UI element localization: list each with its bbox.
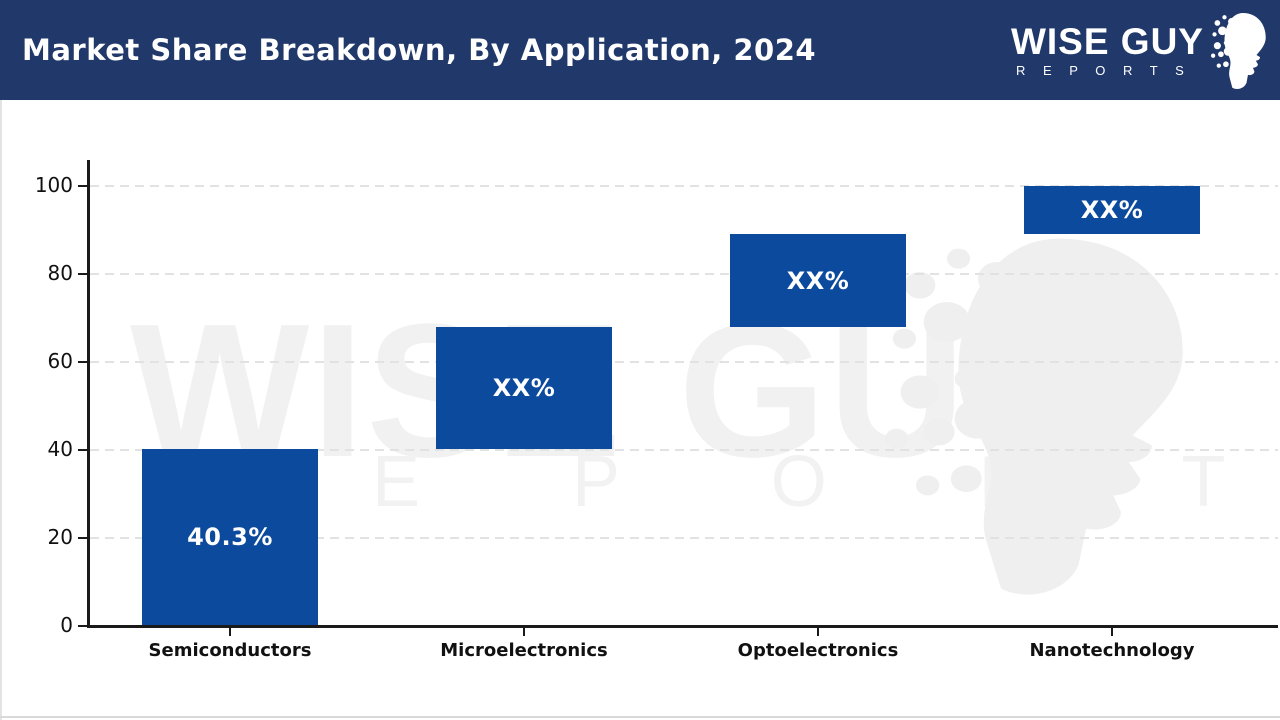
dotted-face-profile-icon [1210, 13, 1266, 89]
category-label-semiconductors: Semiconductors [148, 640, 312, 661]
gridline-40 [90, 449, 1278, 451]
y-tick-100 [78, 185, 87, 187]
x-axis-line [87, 625, 1278, 628]
y-tick-0 [78, 625, 87, 627]
logo-subtitle: R E P O R T S [1015, 62, 1191, 78]
x-tick-4 [1111, 627, 1113, 636]
bar-nanotechnology: XX% [1024, 186, 1200, 235]
gridline-20 [90, 537, 1278, 539]
bar-optoelectronics: XX% [730, 234, 906, 327]
category-label-microelectronics: Microelectronics [440, 640, 608, 661]
watermark-face-icon [885, 238, 1183, 595]
y-tick-label-60: 60 [47, 349, 73, 373]
y-tick-label-0: 0 [60, 613, 73, 637]
gridline-80 [90, 273, 1278, 275]
wise-guy-reports-logo: WISE GUY R E P O R T S [1011, 6, 1270, 94]
y-tick-label-80: 80 [47, 261, 73, 285]
category-label-nanotechnology: Nanotechnology [1029, 640, 1195, 661]
y-tick-80 [78, 273, 87, 275]
y-tick-20 [78, 537, 87, 539]
y-tick-40 [78, 449, 87, 451]
category-label-optoelectronics: Optoelectronics [737, 640, 899, 661]
bar-microelectronics: XX% [436, 326, 612, 449]
y-tick-label-100: 100 [34, 173, 73, 197]
bar-semiconductors: 40.3% [142, 448, 318, 626]
header-bar: Market Share Breakdown, By Application, … [0, 0, 1280, 100]
logo-wordmark: WISE GUY [1010, 20, 1204, 62]
bar-value-label: 40.3% [187, 523, 273, 552]
y-axis-line [87, 160, 90, 628]
y-tick-label-40: 40 [47, 437, 73, 461]
logo-text: WISE GUY R E P O R T S [1011, 23, 1204, 78]
x-tick-1 [229, 627, 231, 636]
bar-value-label: XX% [786, 266, 850, 295]
gridline-100 [90, 185, 1278, 187]
y-tick-60 [78, 361, 87, 363]
left-border-line [0, 100, 2, 720]
x-tick-3 [817, 627, 819, 636]
bar-value-label: XX% [1080, 196, 1144, 225]
y-tick-label-20: 20 [47, 525, 73, 549]
page-title: Market Share Breakdown, By Application, … [22, 33, 817, 67]
x-tick-2 [523, 627, 525, 636]
bar-value-label: XX% [492, 373, 556, 402]
bottom-border-line [0, 716, 1280, 718]
gridline-60 [90, 361, 1278, 363]
